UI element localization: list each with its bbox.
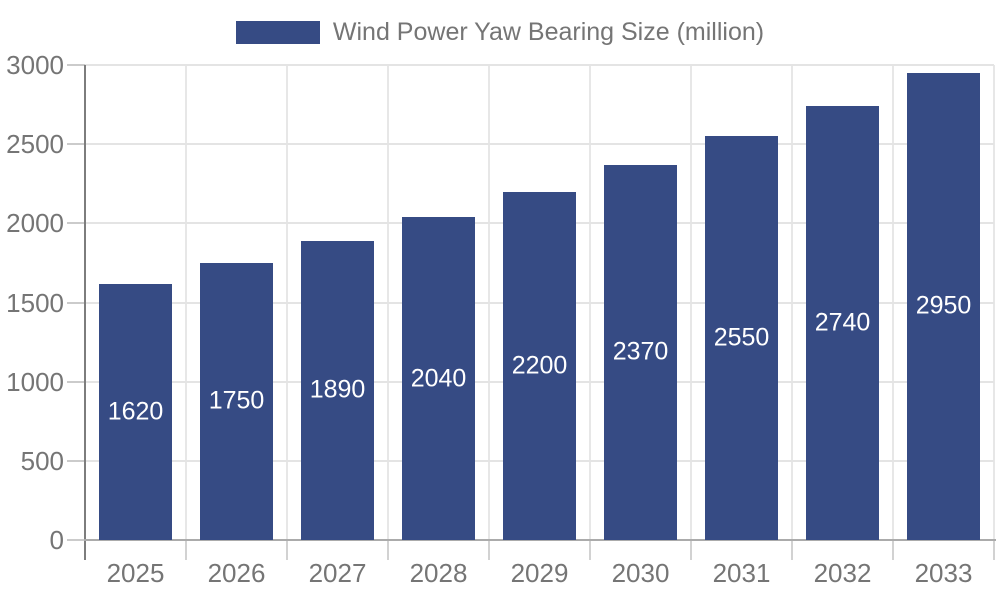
x-axis-tick (387, 540, 389, 560)
bar-2025 (99, 283, 172, 540)
vertical-gridline (993, 65, 995, 540)
bar-value-label: 1620 (107, 397, 164, 426)
x-axis-tick (690, 540, 692, 560)
y-tick-label: 1500 (6, 287, 64, 318)
y-axis-tick (67, 459, 85, 462)
y-axis-tick (67, 222, 85, 225)
x-axis-tick (185, 540, 187, 560)
horizontal-gridline (85, 64, 994, 66)
bar-value-label: 2370 (612, 337, 669, 366)
chart-legend[interactable]: Wind Power Yaw Bearing Size (million) (0, 19, 1000, 46)
bar-2031 (705, 136, 778, 540)
x-tick-label: 2031 (712, 558, 771, 588)
bar-value-label: 1890 (309, 375, 366, 404)
bar-2029 (503, 191, 576, 540)
legend-label: Wind Power Yaw Bearing Size (million) (332, 18, 765, 46)
y-axis-tick (67, 301, 85, 304)
y-tick-label: 3000 (6, 50, 64, 80)
y-tick-label: 2000 (6, 208, 64, 239)
bar-2028 (402, 217, 475, 540)
legend-swatch (235, 21, 320, 44)
bar-value-label: 2200 (511, 351, 568, 380)
bar-2030 (604, 164, 677, 540)
y-tick-label: 1000 (6, 366, 64, 397)
bar-value-label: 1750 (208, 386, 265, 415)
x-tick-label: 2026 (207, 558, 266, 588)
bar-2027 (301, 240, 374, 540)
x-tick-label: 2030 (611, 558, 670, 588)
bar-2026 (200, 262, 273, 540)
bar-value-label: 2550 (713, 323, 770, 352)
y-axis-tick (67, 539, 85, 541)
x-tick-label: 2032 (813, 558, 872, 588)
x-axis-tick (488, 540, 490, 560)
x-axis-tick (589, 540, 591, 560)
horizontal-gridline (85, 143, 994, 146)
x-axis-tick (993, 540, 995, 560)
x-axis-tick (892, 540, 894, 560)
y-tick-label: 2500 (6, 129, 64, 160)
y-tick-label: 500 (20, 445, 64, 476)
y-tick-label: 0 (49, 525, 64, 555)
bar-2033 (907, 72, 980, 540)
x-tick-label: 2029 (510, 558, 569, 588)
y-axis-line (84, 65, 86, 560)
x-tick-label: 2033 (914, 558, 973, 588)
x-axis-tick (286, 540, 288, 560)
bar-value-label: 2040 (410, 364, 467, 392)
x-axis-tick (791, 540, 793, 560)
bar-2032 (806, 106, 879, 540)
x-tick-label: 2027 (308, 558, 367, 588)
bar-value-label: 2950 (915, 291, 972, 320)
y-axis-tick (67, 143, 85, 146)
x-axis-line (84, 539, 996, 541)
y-axis-tick (67, 380, 85, 383)
x-tick-label: 2028 (409, 558, 468, 588)
y-axis-tick (67, 64, 85, 66)
bar-value-label: 2740 (814, 308, 871, 337)
x-tick-label: 2025 (106, 558, 165, 588)
